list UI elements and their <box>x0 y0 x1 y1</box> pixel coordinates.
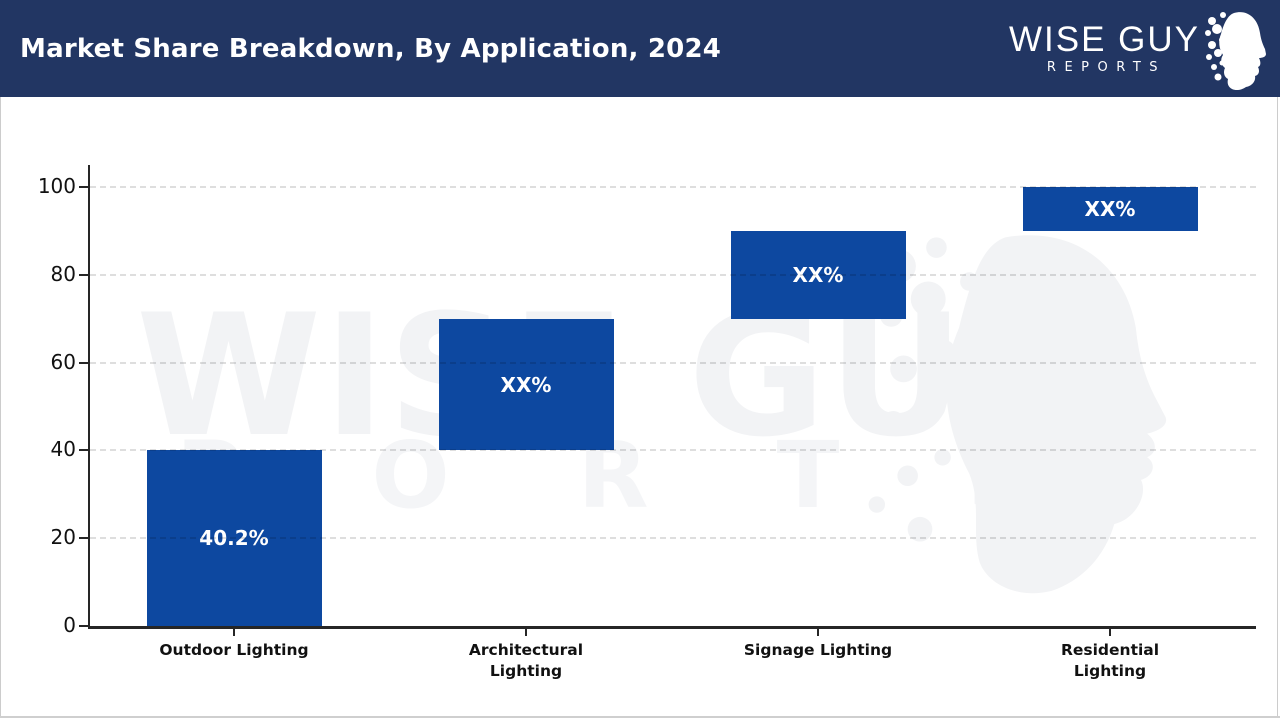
y-gridline <box>90 361 1256 364</box>
y-tick-label: 100 <box>37 174 76 198</box>
bar: XX% <box>438 318 614 451</box>
x-tick <box>233 629 235 636</box>
x-tick <box>817 629 819 636</box>
y-tick <box>79 625 88 627</box>
brand-logo: WISE GUY REPORTS <box>1009 7 1280 91</box>
bar-value-label: 40.2% <box>199 525 269 550</box>
chart-canvas: WISE GU P O R T S 0 20 40 60 80 100 40.2% Outdo… <box>0 97 1278 717</box>
x-axis-label: Architectural Lighting <box>468 641 584 680</box>
y-tick <box>79 273 88 276</box>
y-tick-label: 20 <box>50 525 76 550</box>
brand-subname: REPORTS <box>1046 60 1167 75</box>
x-axis-label: Outdoor Lighting <box>159 641 309 659</box>
y-tick <box>79 186 88 188</box>
bottom-divider <box>0 716 1280 718</box>
y-tick <box>79 449 88 452</box>
watermark-face-icon <box>868 235 1167 594</box>
y-tick <box>79 361 88 364</box>
header-bar: Market Share Breakdown, By Application, … <box>0 0 1280 97</box>
x-axis-line <box>88 626 1256 629</box>
y-gridline <box>90 186 1256 188</box>
page-title: Market Share Breakdown, By Application, … <box>20 33 722 64</box>
x-tick <box>525 629 527 636</box>
y-gridline <box>90 273 1256 276</box>
y-gridline <box>90 537 1256 540</box>
brand-face-icon <box>1205 11 1266 90</box>
bar: XX% <box>1022 187 1198 231</box>
bar: 40.2% <box>146 449 322 626</box>
y-gridline <box>90 449 1256 452</box>
y-tick-label: 0 <box>63 613 76 637</box>
y-axis-line <box>88 165 90 629</box>
brand-name: WISE GUY <box>1008 20 1200 59</box>
bar-value-label: XX% <box>1084 196 1136 221</box>
bar: XX% <box>730 230 906 319</box>
bar-value-label: XX% <box>792 262 844 287</box>
y-tick <box>79 537 88 540</box>
y-tick-label: 40 <box>50 437 76 462</box>
x-tick <box>1109 629 1111 636</box>
bar-value-label: XX% <box>500 372 552 397</box>
brand-logo-text: WISE GUY REPORTS <box>1009 22 1200 75</box>
x-axis-label: Signage Lighting <box>743 641 893 659</box>
y-tick-label: 80 <box>50 261 76 286</box>
x-axis-label: Residential Lighting <box>1060 641 1160 680</box>
y-tick-label: 60 <box>50 349 76 374</box>
